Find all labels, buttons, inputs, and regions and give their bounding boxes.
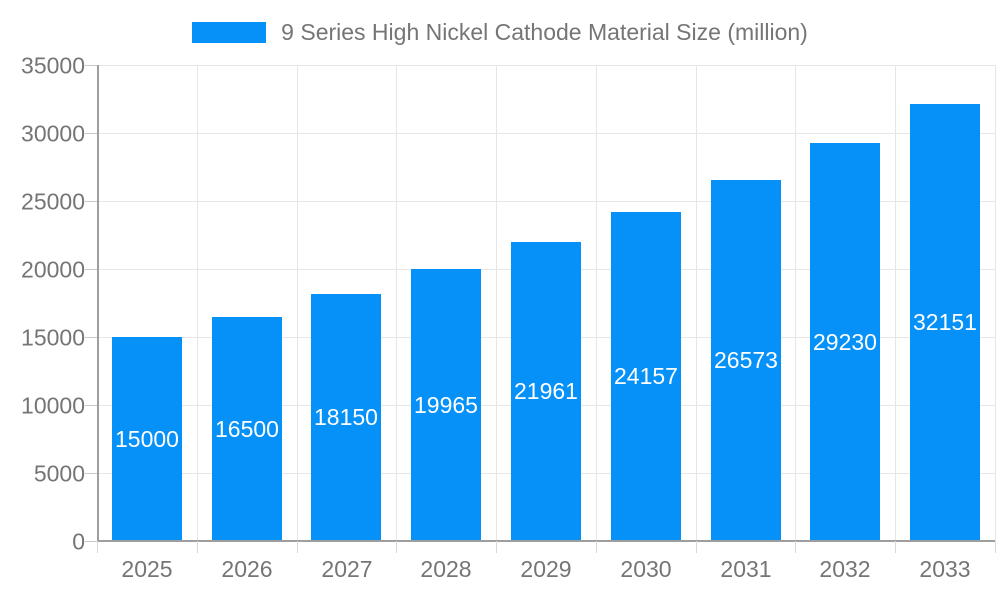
y-axis-tick (85, 201, 97, 202)
gridline-horizontal (97, 201, 995, 202)
x-axis-tick (496, 541, 498, 553)
x-axis-tick (196, 541, 198, 553)
y-axis-tick (85, 65, 97, 66)
y-axis-label: 20000 (21, 256, 85, 283)
y-axis-tick (85, 269, 97, 270)
bar-2033: 32151 (910, 104, 980, 541)
x-axis-tick (895, 541, 897, 553)
legend-label: 9 Series High Nickel Cathode Material Si… (281, 18, 808, 45)
x-axis-label: 2025 (121, 556, 173, 582)
y-axis-tick (85, 337, 97, 338)
gridline-vertical (895, 65, 897, 541)
gridline-vertical (396, 65, 398, 541)
y-axis-label: 10000 (21, 392, 85, 419)
gridline-vertical (196, 65, 198, 541)
legend-swatch (192, 21, 267, 43)
gridline-horizontal (97, 133, 995, 134)
gridline-vertical (995, 65, 996, 541)
y-axis-label: 30000 (21, 120, 85, 147)
bar-2026: 16500 (212, 317, 282, 541)
gridline-vertical (496, 65, 498, 541)
x-axis-label: 2031 (720, 556, 772, 582)
bar-2025: 15000 (112, 337, 182, 541)
y-axis-tick (85, 133, 97, 134)
x-axis-tick (995, 541, 996, 553)
y-axis-label: 5000 (33, 460, 85, 487)
bar-value-label: 21961 (514, 378, 578, 404)
y-axis-line (97, 65, 99, 542)
plot-area: 15000 16500 18150 19965 21961 24157 26573 29230… (97, 65, 996, 541)
bar-2028: 19965 (411, 269, 481, 541)
bar-value-label: 32151 (913, 309, 977, 335)
x-axis-label: 2032 (819, 556, 871, 582)
bar-value-label: 26573 (714, 347, 778, 373)
bar-2032: 29230 (810, 143, 880, 541)
y-axis-label: 15000 (21, 324, 85, 351)
y-axis-label: 0 (72, 528, 85, 555)
x-axis-label: 2029 (520, 556, 572, 582)
y-axis-tick (85, 405, 97, 406)
gridline-vertical (296, 65, 298, 541)
gridline-horizontal (97, 65, 995, 66)
y-axis-tick (85, 541, 97, 542)
x-axis-tick (296, 541, 298, 553)
x-axis-line (97, 540, 995, 542)
x-axis-label: 2026 (221, 556, 273, 582)
bar-value-label: 29230 (813, 328, 877, 355)
x-axis-tick (595, 541, 597, 553)
y-axis-tick (85, 473, 97, 474)
bar-value-label: 15000 (115, 425, 179, 452)
bar-2031: 26573 (711, 180, 781, 541)
x-axis-label: 2033 (919, 556, 971, 582)
bar-2030: 24157 (611, 212, 681, 541)
gridline-vertical (595, 65, 597, 541)
x-axis-label: 2028 (420, 556, 472, 582)
x-axis-tick (97, 541, 98, 553)
bar-value-label: 19965 (414, 391, 478, 418)
y-axis-label: 35000 (21, 52, 85, 79)
y-axis-label: 25000 (21, 188, 85, 215)
bar-2027: 18150 (311, 294, 381, 541)
bar-value-label: 18150 (314, 404, 378, 430)
x-axis-label: 2030 (620, 556, 672, 582)
x-axis-tick (396, 541, 398, 553)
gridline-vertical (695, 65, 697, 541)
bar-value-label: 24157 (614, 363, 678, 389)
gridline-vertical (795, 65, 797, 541)
x-axis-label: 2027 (321, 556, 373, 582)
legend[interactable]: 9 Series High Nickel Cathode Material Si… (0, 14, 1000, 50)
x-axis-tick (695, 541, 697, 553)
x-axis-tick (795, 541, 797, 553)
bar-2029: 21961 (511, 242, 581, 541)
bar-value-label: 16500 (215, 415, 279, 442)
